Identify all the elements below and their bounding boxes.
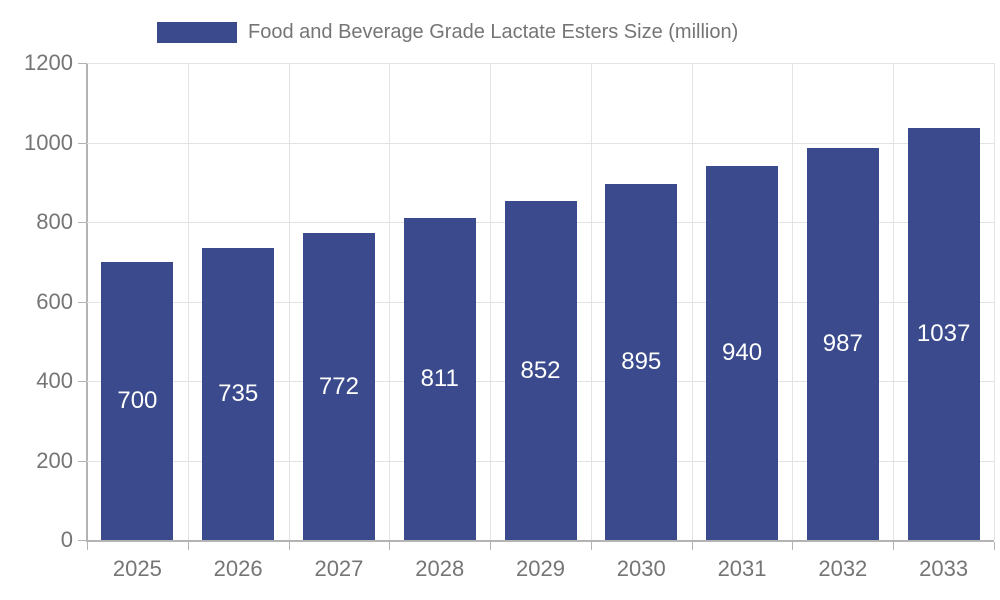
bar-value-label: 895 [621, 348, 662, 376]
x-axis-label: 2031 [717, 556, 767, 581]
gridline-vertical [893, 63, 895, 540]
x-axis-label: 2026 [213, 556, 263, 581]
x-axis-label: 2025 [112, 556, 162, 581]
bar-2026[interactable]: 735 [202, 247, 275, 540]
gridline-vertical [691, 63, 693, 540]
y-axis-label: 1000 [24, 129, 73, 155]
y-axis-label: 200 [36, 447, 73, 473]
bar-value-label: 700 [117, 386, 158, 414]
bar-2032[interactable]: 987 [806, 147, 879, 540]
bar-value-label: 811 [420, 364, 459, 392]
gridline-vertical [994, 63, 995, 540]
x-axis-tick [994, 542, 995, 550]
bar-value-label: 940 [722, 339, 763, 367]
plot-area: 0 200 400 600 800 1000 1200 2025 700 2026 735 2027 7… [24, 50, 995, 581]
bar-2027[interactable]: 772 [302, 233, 375, 540]
gridline-vertical [792, 63, 794, 540]
gridline-vertical [389, 63, 391, 540]
legend-label: Food and Beverage Grade Lactate Esters S… [248, 20, 739, 43]
x-axis-tick [792, 542, 794, 550]
y-axis-label: 400 [36, 368, 73, 393]
gridline-horizontal [87, 63, 994, 64]
y-axis-label: 0 [60, 527, 73, 552]
gridline-vertical [288, 63, 290, 540]
y-axis-tick [78, 460, 86, 462]
x-axis-tick [490, 542, 492, 550]
x-axis-label: 2029 [516, 556, 565, 581]
bar-2033[interactable]: 1037 [907, 127, 980, 540]
x-axis-line [86, 540, 994, 542]
x-axis-tick [389, 542, 391, 550]
x-axis-label: 2028 [415, 556, 465, 581]
bar-2028[interactable]: 811 [403, 217, 476, 540]
y-axis-label: 600 [36, 288, 73, 314]
x-axis-label: 2033 [919, 556, 969, 581]
y-axis-label: 800 [36, 209, 73, 234]
gridline-vertical [590, 63, 592, 540]
y-axis-tick [78, 63, 86, 64]
legend-swatch [157, 21, 237, 43]
x-axis-tick [691, 542, 693, 550]
x-axis-label: 2032 [818, 556, 868, 581]
bar-2025[interactable]: 700 [101, 261, 174, 540]
y-axis-tick [78, 222, 86, 223]
bar-value-label: 735 [218, 379, 259, 407]
gridline-vertical [490, 63, 492, 540]
bar-value-label: 772 [318, 372, 359, 400]
bar-value-label: 852 [520, 356, 561, 384]
bar-value-label: 987 [822, 329, 863, 357]
y-axis-label: 1200 [24, 50, 73, 75]
x-axis-tick [288, 542, 290, 550]
bar-2030[interactable]: 895 [605, 184, 678, 540]
bar-2029[interactable]: 852 [504, 201, 577, 540]
x-axis-label: 2027 [314, 556, 364, 581]
gridline-vertical [187, 63, 189, 540]
legend[interactable]: Food and Beverage Grade Lactate Esters S… [157, 21, 738, 43]
gridline-horizontal [87, 142, 994, 144]
y-axis-tick [78, 540, 86, 541]
x-axis-label: 2030 [616, 556, 666, 581]
y-axis-tick [78, 301, 86, 303]
y-axis-tick [78, 142, 86, 144]
y-axis-tick [78, 381, 86, 382]
x-axis-tick [87, 542, 88, 550]
bar-value-label: 1037 [916, 319, 971, 347]
bar-2031[interactable]: 940 [706, 166, 779, 540]
x-axis-tick [187, 542, 189, 550]
x-axis-tick [590, 542, 592, 550]
x-axis-tick [893, 542, 895, 550]
